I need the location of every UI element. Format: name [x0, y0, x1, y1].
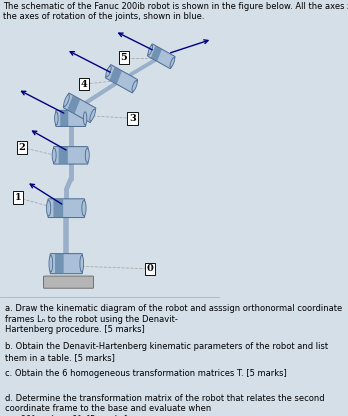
Ellipse shape: [64, 94, 69, 106]
FancyBboxPatch shape: [54, 146, 88, 164]
Text: 4: 4: [81, 79, 87, 89]
FancyBboxPatch shape: [68, 96, 80, 114]
Text: 1: 1: [14, 193, 21, 202]
Ellipse shape: [49, 255, 53, 272]
Ellipse shape: [148, 45, 153, 55]
FancyBboxPatch shape: [50, 254, 82, 274]
FancyBboxPatch shape: [59, 147, 68, 164]
FancyBboxPatch shape: [151, 46, 162, 61]
Ellipse shape: [132, 81, 137, 92]
Ellipse shape: [170, 57, 175, 67]
Ellipse shape: [47, 201, 51, 216]
FancyBboxPatch shape: [110, 67, 122, 84]
Text: 5: 5: [120, 53, 127, 62]
FancyBboxPatch shape: [60, 111, 68, 126]
FancyBboxPatch shape: [148, 44, 175, 69]
Ellipse shape: [55, 112, 58, 125]
Text: a. Draw the kinematic diagram of the robot and asssign orthonormal coordinate fr: a. Draw the kinematic diagram of the rob…: [5, 305, 342, 334]
Ellipse shape: [82, 201, 86, 216]
FancyBboxPatch shape: [44, 276, 94, 288]
Text: d. Determine the transformation matrix of the robot that relates the second coor: d. Determine the transformation matrix o…: [5, 394, 325, 416]
Text: 0: 0: [147, 265, 154, 273]
Text: 3: 3: [129, 114, 136, 123]
Text: c. Obtain the 6 homogeneous transformation matrices T. [5 marks]: c. Obtain the 6 homogeneous transformati…: [5, 369, 287, 379]
Ellipse shape: [106, 66, 111, 77]
Ellipse shape: [84, 112, 87, 125]
Text: The schematic of the Fanuc 200ib robot is shown in the figure below. All the axe: The schematic of the Fanuc 200ib robot i…: [3, 2, 348, 21]
FancyBboxPatch shape: [56, 110, 86, 126]
FancyBboxPatch shape: [105, 64, 137, 93]
FancyBboxPatch shape: [55, 254, 64, 273]
FancyBboxPatch shape: [48, 199, 85, 218]
Ellipse shape: [85, 148, 89, 163]
Text: b. Obtain the Denavit-Hartenberg kinematic parameters of the robot and list them: b. Obtain the Denavit-Hartenberg kinemat…: [5, 342, 329, 362]
FancyBboxPatch shape: [54, 199, 63, 217]
FancyBboxPatch shape: [63, 93, 96, 122]
Ellipse shape: [52, 148, 56, 163]
Text: 2: 2: [19, 143, 25, 152]
Ellipse shape: [80, 255, 84, 272]
Ellipse shape: [90, 109, 95, 121]
